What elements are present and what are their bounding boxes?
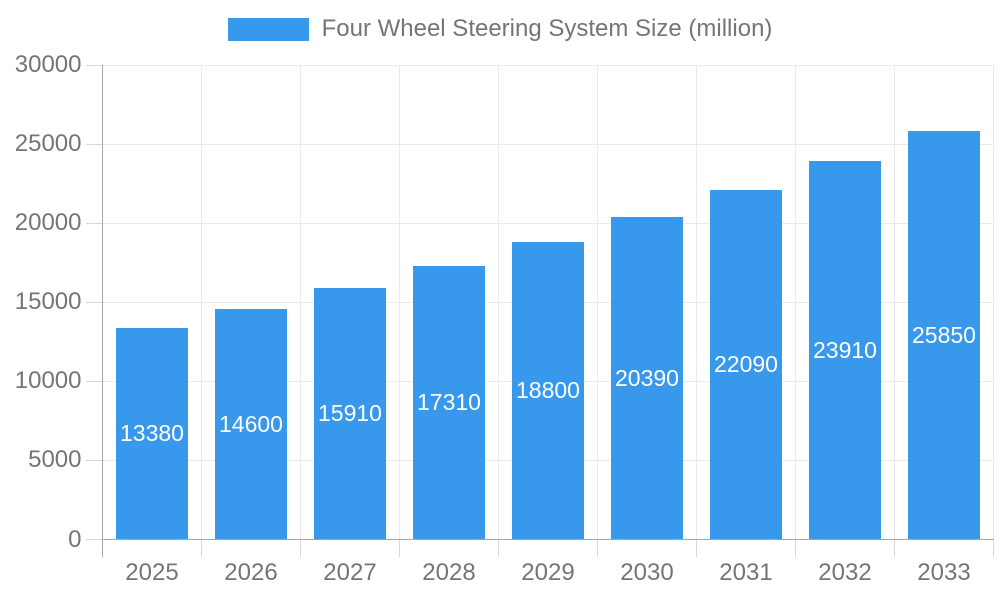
bar-2025[interactable]: 13380	[116, 327, 188, 540]
x-axis-tick	[795, 539, 796, 557]
bar-2028[interactable]: 17310	[413, 265, 485, 540]
x-axis-label: 2025	[125, 559, 179, 586]
v-gridline	[894, 65, 895, 540]
bar-2027[interactable]: 15910	[314, 287, 386, 540]
x-axis-tick	[201, 539, 202, 557]
y-axis-label: 5000	[28, 446, 82, 474]
bar-2033[interactable]: 25850	[908, 130, 980, 540]
y-axis-tick	[85, 301, 103, 303]
x-axis-label: 2031	[719, 559, 773, 586]
legend-label: Four Wheel Steering System Size (million…	[321, 15, 773, 42]
x-axis-label: 2028	[422, 559, 476, 586]
v-gridline	[300, 65, 301, 540]
x-axis-label: 2032	[818, 559, 872, 586]
y-axis-tick	[85, 380, 103, 382]
v-gridline	[696, 65, 697, 540]
x-axis-line	[102, 539, 994, 540]
bar-2029[interactable]: 18800	[512, 242, 584, 540]
v-gridline	[399, 65, 400, 540]
y-axis-tick	[85, 143, 103, 145]
h-gridline	[102, 222, 994, 224]
y-axis-label: 20000	[14, 209, 82, 237]
v-gridline	[597, 65, 598, 540]
x-axis-tick	[399, 539, 400, 557]
y-axis-tick	[85, 222, 103, 224]
x-axis-label: 2026	[224, 559, 278, 586]
v-gridline	[795, 65, 796, 540]
h-gridline	[102, 143, 994, 145]
legend-swatch	[227, 17, 309, 41]
y-axis-label: 15000	[14, 288, 82, 316]
y-axis-label: 25000	[14, 130, 82, 158]
bar-value-label: 23910	[813, 336, 877, 363]
x-axis-label: 2027	[323, 559, 377, 586]
bar-value-label: 17310	[417, 389, 481, 416]
bar-value-label: 13380	[120, 420, 184, 447]
bar-2030[interactable]: 20390	[611, 216, 683, 540]
x-axis-tick	[300, 539, 301, 557]
bar-2032[interactable]: 23910	[809, 161, 881, 540]
h-gridline	[102, 64, 994, 66]
bar-2031[interactable]: 22090	[710, 190, 782, 540]
x-axis-label: 2033	[917, 559, 971, 586]
v-gridline	[993, 65, 994, 540]
x-axis-tick	[993, 539, 994, 557]
bar-value-label: 22090	[714, 351, 778, 378]
y-axis-label: 0	[68, 525, 82, 553]
y-axis-tick	[85, 539, 103, 540]
x-axis-tick	[597, 539, 598, 557]
bar-value-label: 20390	[615, 364, 679, 391]
x-axis-label: 2029	[521, 559, 575, 586]
y-axis-label: 10000	[14, 367, 82, 395]
bar-value-label: 15910	[318, 400, 382, 427]
y-axis-line	[102, 65, 103, 557]
bar-value-label: 14600	[219, 410, 283, 437]
bar-value-label: 18800	[516, 377, 580, 404]
v-gridline	[201, 65, 202, 540]
bar-value-label: 25850	[912, 321, 976, 348]
bar-2026[interactable]: 14600	[215, 308, 287, 540]
y-axis-tick	[85, 64, 103, 66]
legend: Four Wheel Steering System Size (million…	[0, 16, 1000, 42]
x-axis-tick	[498, 539, 499, 557]
x-axis-label: 2030	[620, 559, 674, 586]
x-axis-tick	[696, 539, 697, 557]
x-axis-tick	[894, 539, 895, 557]
y-axis-tick	[85, 459, 103, 461]
v-gridline	[498, 65, 499, 540]
y-axis-label: 30000	[14, 51, 82, 78]
